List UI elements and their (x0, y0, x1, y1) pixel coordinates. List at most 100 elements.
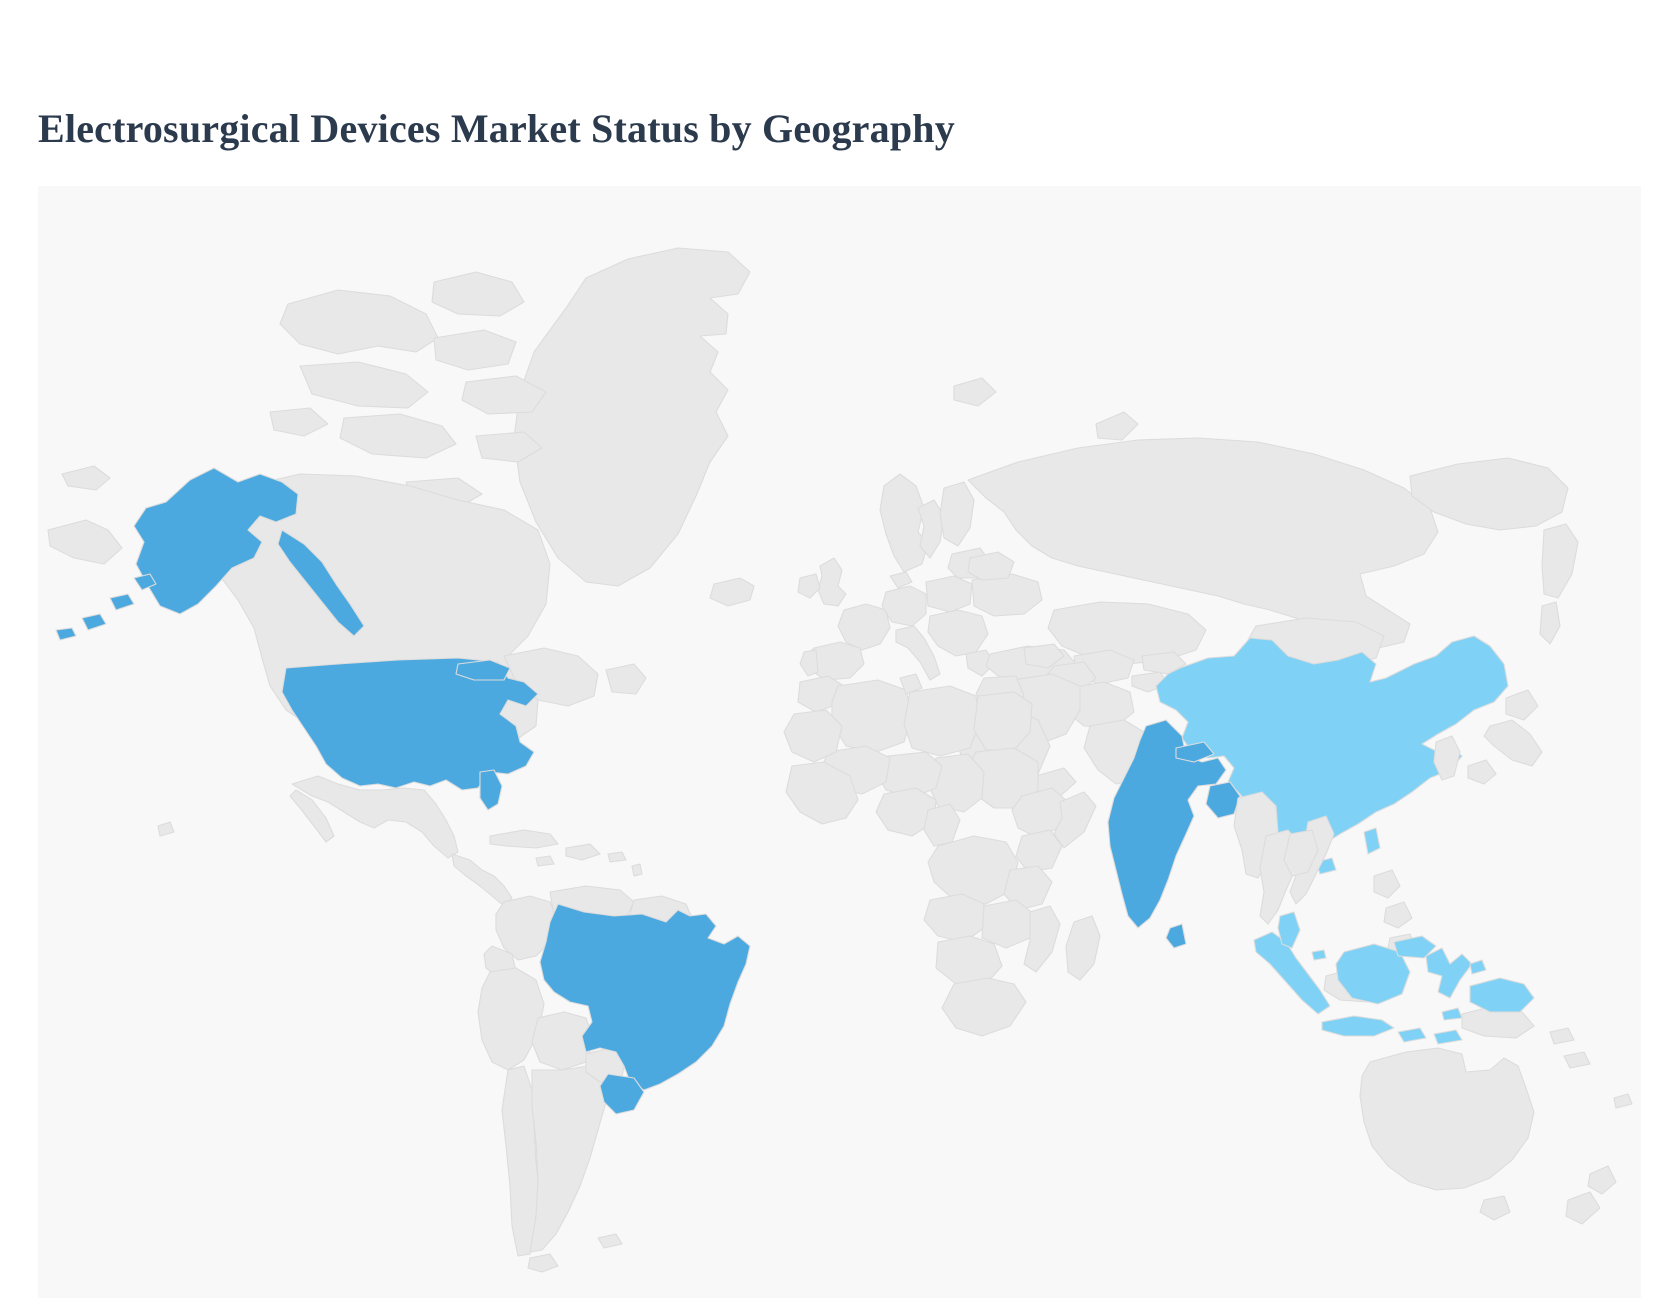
region-lesser-antilles[interactable] (631, 863, 643, 877)
region-us-florida[interactable] (479, 769, 503, 811)
region-kamchatka-tip[interactable] (47, 519, 123, 565)
region-sri-lanka[interactable] (1165, 923, 1187, 949)
region-riau-islands[interactable] (1311, 949, 1327, 961)
region-falklands[interactable] (597, 1233, 623, 1249)
region-alaska-panhandle[interactable] (277, 529, 365, 637)
region-argentina[interactable] (529, 1065, 607, 1253)
region-south-africa[interactable] (941, 977, 1027, 1037)
region-chukotka-island[interactable] (61, 465, 111, 491)
region-kazakhstan[interactable] (1047, 601, 1207, 665)
region-sweden[interactable] (917, 499, 945, 559)
region-aleutian-2[interactable] (109, 593, 135, 611)
region-laos-cambodia[interactable] (1283, 829, 1319, 877)
region-cuba[interactable] (489, 829, 559, 849)
region-papua-west[interactable] (1469, 977, 1535, 1013)
region-somalia[interactable] (1053, 791, 1097, 849)
region-hawaii[interactable] (157, 821, 175, 837)
region-borneo[interactable] (1335, 943, 1411, 1005)
region-colombia[interactable] (495, 895, 559, 961)
region-malaysia-east[interactable] (1393, 935, 1437, 959)
region-iceland[interactable] (709, 577, 755, 607)
region-nigeria[interactable] (875, 787, 937, 837)
region-tasmania[interactable] (1479, 1195, 1511, 1221)
region-mozambique[interactable] (1023, 905, 1061, 973)
region-kamchatka[interactable] (1541, 523, 1579, 599)
region-france[interactable] (837, 603, 891, 651)
region-lesser-sunda-2[interactable] (1433, 1029, 1463, 1045)
region-united-states[interactable] (281, 657, 539, 791)
region-tunisia[interactable] (899, 673, 923, 695)
region-aleutian-4[interactable] (55, 627, 77, 641)
region-puerto-rico[interactable] (607, 851, 627, 863)
region-uk[interactable] (817, 557, 847, 607)
region-sakhalin[interactable] (1539, 601, 1561, 645)
region-canada-arctic-4[interactable] (433, 329, 517, 371)
region-central-america[interactable] (451, 853, 513, 907)
region-nepal[interactable] (1175, 741, 1215, 763)
region-korea[interactable] (1433, 735, 1461, 781)
region-malay-peninsula[interactable] (1277, 911, 1301, 949)
region-newfoundland[interactable] (605, 663, 647, 695)
region-tierra-del-fuego[interactable] (527, 1253, 559, 1273)
region-aleutian-3[interactable] (81, 613, 107, 631)
region-russia[interactable] (967, 437, 1439, 649)
region-us-greatlakes-edge[interactable] (455, 659, 511, 681)
world-map-svg[interactable] (38, 186, 1641, 1298)
region-finland[interactable] (939, 481, 975, 547)
region-japan-north[interactable] (1505, 689, 1539, 721)
region-new-zealand-south[interactable] (1565, 1191, 1601, 1225)
region-canada-arctic-8[interactable] (269, 407, 329, 437)
region-algeria[interactable] (831, 679, 913, 753)
region-poland[interactable] (925, 575, 973, 613)
region-namibia-botswana[interactable] (935, 935, 1003, 985)
region-novaya-zemlya[interactable] (1095, 411, 1139, 441)
region-sulawesi[interactable] (1425, 947, 1473, 999)
region-libya[interactable] (903, 685, 981, 757)
region-bangladesh[interactable] (1205, 781, 1241, 819)
region-japan-main[interactable] (1483, 719, 1543, 767)
region-portugal[interactable] (799, 649, 819, 677)
region-peru[interactable] (477, 967, 545, 1071)
region-jamaica[interactable] (535, 855, 555, 867)
region-balkans[interactable] (927, 609, 989, 657)
region-belarus[interactable] (967, 551, 1015, 581)
region-brazil[interactable] (539, 903, 751, 1091)
region-maluku-2[interactable] (1441, 1007, 1463, 1021)
world-map-panel[interactable] (38, 186, 1641, 1298)
region-ukraine[interactable] (971, 573, 1043, 617)
region-canada-arctic-5[interactable] (339, 413, 457, 459)
region-brazil-south[interactable] (599, 1073, 645, 1115)
region-baja[interactable] (289, 789, 335, 843)
region-egypt[interactable] (973, 691, 1033, 751)
region-ireland[interactable] (797, 573, 821, 599)
region-aleutian-1[interactable] (133, 573, 157, 591)
region-canada-arctic-6[interactable] (461, 375, 547, 415)
region-india[interactable] (1107, 719, 1227, 929)
region-canada-arctic-7[interactable] (475, 431, 543, 463)
region-new-zealand-north[interactable] (1587, 1165, 1617, 1195)
region-java[interactable] (1321, 1015, 1395, 1037)
region-kenya[interactable] (1015, 829, 1063, 873)
region-tanzania[interactable] (1003, 865, 1053, 911)
region-madagascar[interactable] (1065, 915, 1101, 981)
region-denmark[interactable] (889, 571, 913, 589)
region-greece[interactable] (965, 649, 995, 677)
region-philippines-1[interactable] (1373, 869, 1401, 899)
region-solomon-islands[interactable] (1563, 1051, 1591, 1069)
region-maluku-1[interactable] (1469, 959, 1487, 975)
region-canada-arctic-3[interactable] (299, 361, 429, 409)
region-taiwan[interactable] (1363, 827, 1381, 855)
region-russia-far-east[interactable] (1409, 457, 1569, 531)
region-west-africa-coast[interactable] (785, 761, 859, 825)
region-australia[interactable] (1359, 1047, 1535, 1191)
region-hispaniola[interactable] (565, 843, 601, 861)
region-greenland[interactable] (513, 247, 751, 587)
region-norway-sweden[interactable] (879, 473, 929, 573)
region-canada-arctic-1[interactable] (279, 289, 439, 355)
region-caucasus[interactable] (1023, 643, 1065, 669)
region-drc[interactable] (927, 835, 1019, 905)
region-svalbard[interactable] (953, 377, 997, 407)
region-alaska[interactable] (133, 467, 299, 615)
region-germany[interactable] (881, 585, 927, 627)
region-fiji[interactable] (1613, 1093, 1633, 1109)
